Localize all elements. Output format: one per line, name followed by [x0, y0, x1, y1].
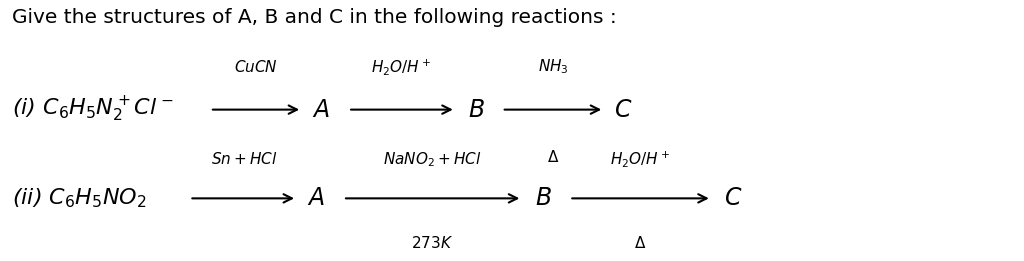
- Text: $NH_3$: $NH_3$: [538, 57, 568, 76]
- Text: $B$: $B$: [468, 98, 484, 122]
- Text: $H_2O/H^+$: $H_2O/H^+$: [372, 57, 431, 76]
- Text: $A$: $A$: [312, 98, 330, 122]
- Text: (ii) $C_6H_5NO_2$: (ii) $C_6H_5NO_2$: [12, 187, 146, 210]
- Text: $\Delta$: $\Delta$: [634, 235, 646, 251]
- Text: $A$: $A$: [307, 186, 325, 210]
- Text: $C$: $C$: [614, 98, 633, 122]
- Text: $C$: $C$: [724, 186, 742, 210]
- Text: (i) $C_6H_5N_2^+Cl^-$: (i) $C_6H_5N_2^+Cl^-$: [12, 95, 174, 124]
- Text: $CuCN$: $CuCN$: [234, 58, 278, 75]
- Text: $B$: $B$: [535, 186, 551, 210]
- Text: $\Delta$: $\Delta$: [547, 149, 559, 165]
- Text: $273K$: $273K$: [411, 235, 454, 251]
- Text: $NaNO_2+HCl$: $NaNO_2+HCl$: [383, 150, 481, 169]
- Text: $Sn+HCl$: $Sn+HCl$: [211, 151, 276, 167]
- Text: $H_2O/H^+$: $H_2O/H^+$: [610, 149, 670, 169]
- Text: Give the structures of A, B and C in the following reactions :: Give the structures of A, B and C in the…: [12, 8, 617, 27]
